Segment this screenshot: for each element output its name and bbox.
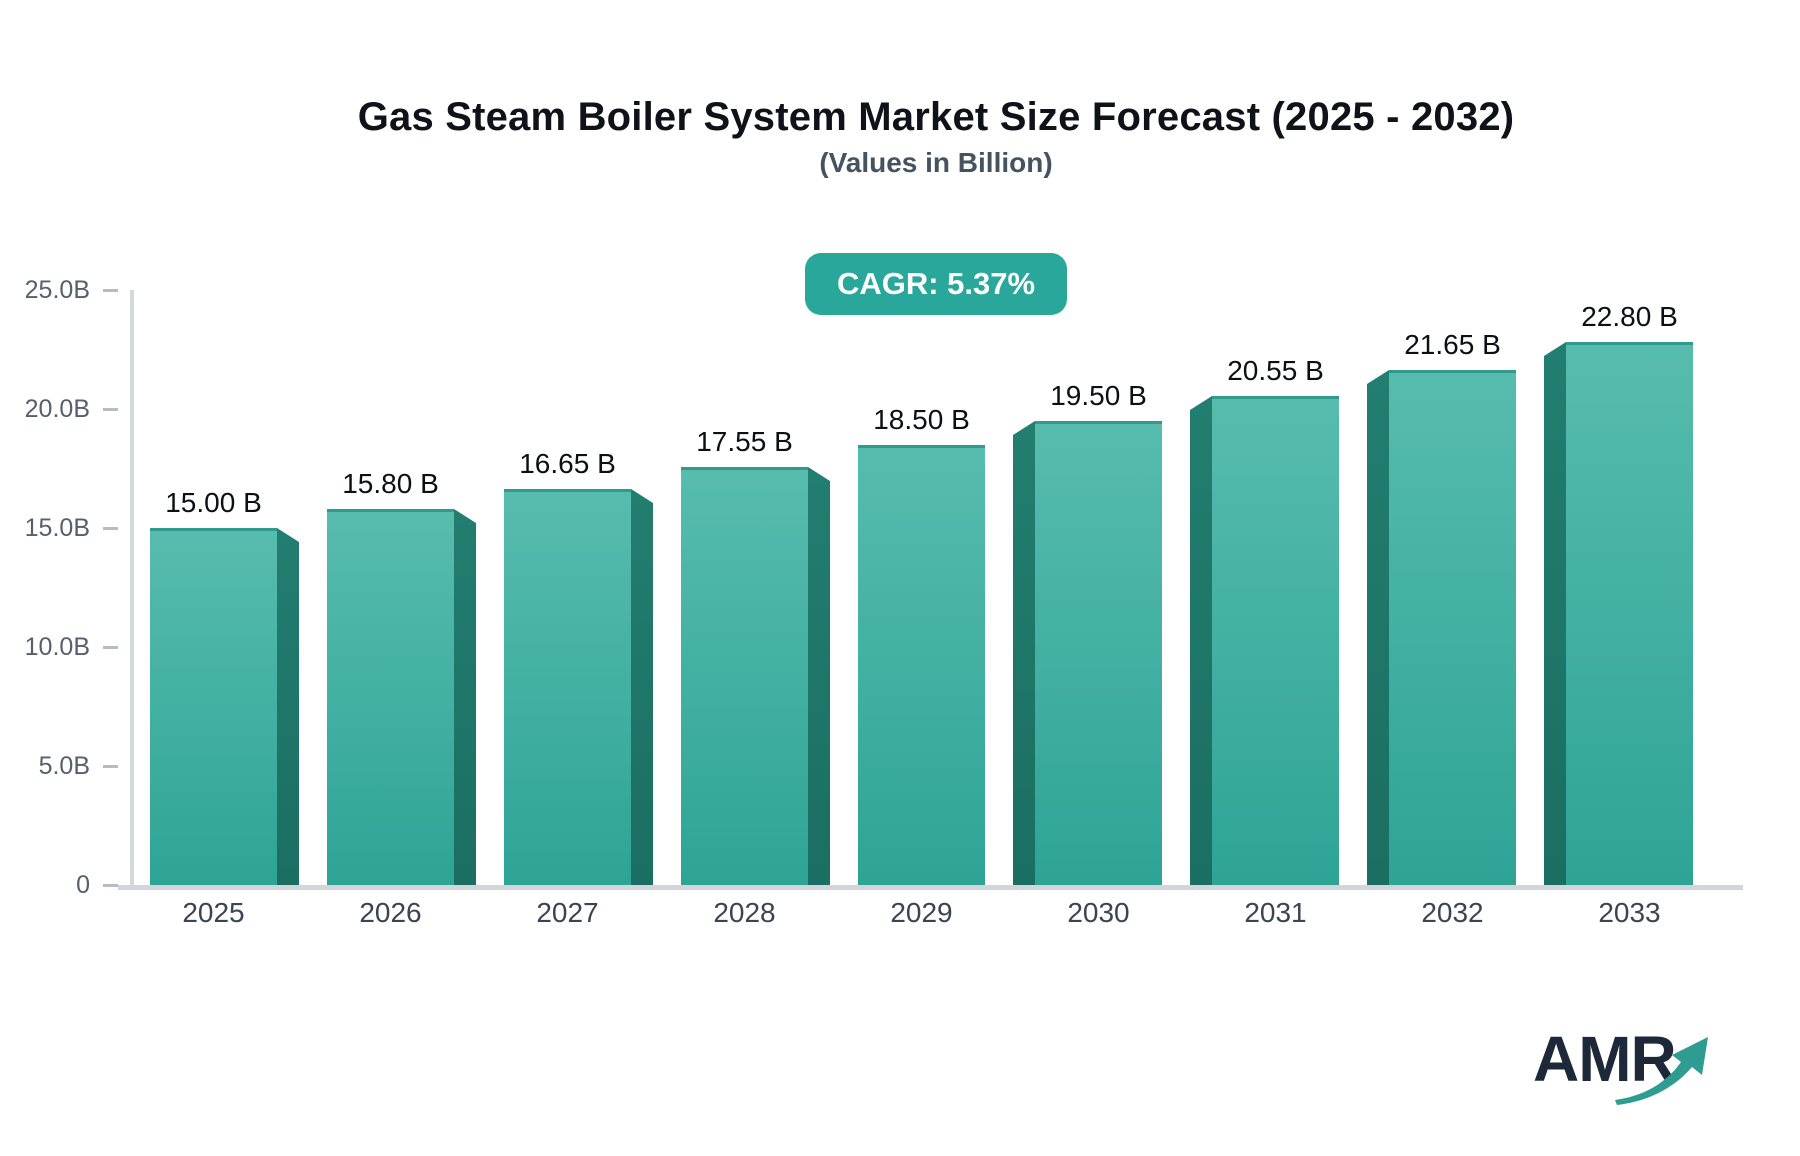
bar-value-label-2027: 16.65 B [519, 448, 616, 479]
bar-3d-side-2030 [1013, 421, 1035, 885]
bar-3d-side-2032 [1367, 370, 1389, 885]
chart-header: Gas Steam Boiler System Market Size Fore… [130, 0, 1742, 315]
bar-value-label-2031: 20.55 B [1227, 355, 1324, 386]
y-axis-line [130, 290, 134, 887]
bar-value-label-2033: 22.80 B [1581, 301, 1678, 332]
y-axis-tick-label: 15.0B [24, 514, 90, 542]
x-axis-label-2033: 2033 [1598, 897, 1661, 928]
chart-subtitle: (Values in Billion) [819, 147, 1053, 178]
bar-2031 [1212, 396, 1339, 885]
bar-2029 [858, 445, 985, 885]
y-axis-tick-label: 20.0B [24, 395, 90, 423]
y-axis-tick-label: 25.0B [24, 276, 90, 304]
x-axis-label-2025: 2025 [182, 897, 245, 928]
x-axis-label-2032: 2032 [1421, 897, 1484, 928]
y-axis-tick-mark [103, 646, 118, 649]
x-axis-label-2030: 2030 [1067, 897, 1130, 928]
bar-value-label-2026: 15.80 B [342, 468, 439, 499]
bar-value-label-2032: 21.65 B [1404, 329, 1501, 360]
y-axis-tick-mark [103, 527, 118, 530]
amr-logo-text: AMR [1533, 1023, 1677, 1095]
growth-arrow-icon [1615, 1037, 1708, 1105]
y-axis-tick-label: 0 [76, 871, 90, 899]
x-axis-baseline [118, 885, 1743, 890]
y-axis-tick-mark [103, 408, 118, 411]
bar-3d-side-2026 [454, 509, 476, 885]
x-axis-label-2026: 2026 [359, 897, 422, 928]
bar-2028 [681, 467, 808, 885]
bar-value-label-2025: 15.00 B [165, 487, 262, 518]
bar-3d-side-2031 [1190, 396, 1212, 885]
y-axis-tick-label: 5.0B [38, 752, 90, 780]
bar-3d-side-2027 [631, 489, 653, 885]
x-axis-label-2031: 2031 [1244, 897, 1307, 928]
x-axis-label-2027: 2027 [536, 897, 599, 928]
bar-3d-side-2033 [1544, 342, 1566, 885]
x-axis-label-2029: 2029 [890, 897, 953, 928]
bar-value-label-2030: 19.50 B [1050, 380, 1147, 411]
x-axis-label-2028: 2028 [713, 897, 776, 928]
y-axis-tick-label: 10.0B [24, 633, 90, 661]
y-axis-tick-mark [103, 884, 118, 887]
y-axis-tick-mark [103, 765, 118, 768]
bar-2032 [1389, 370, 1516, 885]
chart-title: Gas Steam Boiler System Market Size Fore… [357, 95, 1515, 139]
bar-2025 [150, 528, 277, 885]
amr-logo: AMR [1533, 1026, 1723, 1116]
bar-value-label-2028: 17.55 B [696, 426, 793, 457]
bar-2033 [1566, 342, 1693, 885]
bar-3d-side-2025 [277, 528, 299, 885]
bar-value-label-2029: 18.50 B [873, 404, 970, 435]
cagr-badge: CAGR: 5.37% [804, 253, 1068, 315]
bar-3d-side-2028 [808, 467, 830, 885]
y-axis-tick-mark [103, 289, 118, 292]
bar-2026 [327, 509, 454, 885]
bar-2027 [504, 489, 631, 885]
bar-2030 [1035, 421, 1162, 885]
